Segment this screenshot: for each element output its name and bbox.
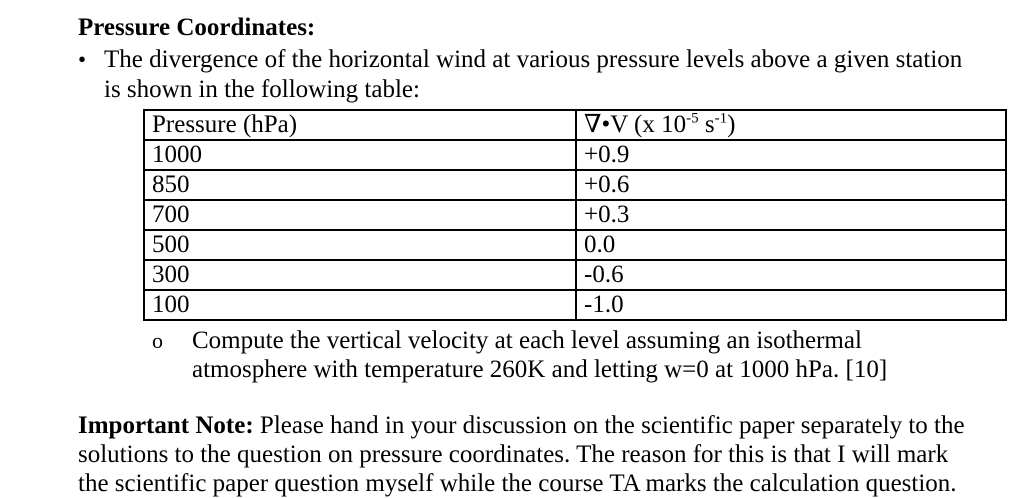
bullet-marker: • <box>78 47 87 72</box>
divergence-cell: -0.6 <box>575 259 1007 291</box>
divergence-cell: -1.0 <box>575 289 1007 321</box>
divergence-header-suffix: ) <box>727 111 736 138</box>
table-header-row: Pressure (hPa) ∇•V (x 10-5 s-1) <box>143 109 1007 141</box>
table-header-pressure: Pressure (hPa) <box>143 109 577 141</box>
divergence-header-mid: s <box>698 111 715 138</box>
divergence-header-exponent-2: -1 <box>714 110 728 127</box>
divergence-cell: +0.9 <box>575 139 1007 171</box>
bullet-item-text: The divergence of the horizontal wind at… <box>104 46 963 103</box>
pressure-cell: 850 <box>143 169 577 201</box>
table-row: 300 -0.6 <box>143 259 1007 291</box>
divergence-cell: +0.6 <box>575 169 1007 201</box>
sub-bullet-marker: o <box>152 328 163 353</box>
important-note: Important Note: Please hand in your disc… <box>78 411 994 498</box>
divergence-cell: 0.0 <box>575 229 1007 261</box>
table-row: 100 -1.0 <box>143 289 1007 321</box>
pressure-cell: 100 <box>143 289 577 321</box>
important-note-label: Important Note: <box>78 412 254 439</box>
divergence-cell: +0.3 <box>575 199 1007 231</box>
table-row: 1000 +0.9 <box>143 139 1007 171</box>
pressure-cell: 500 <box>143 229 577 261</box>
table-row: 850 +0.6 <box>143 169 1007 201</box>
divergence-header-prefix: ∇•V (x 10 <box>584 111 687 138</box>
section-heading: Pressure Coordinates: <box>78 14 316 41</box>
pressure-cell: 1000 <box>143 139 577 171</box>
divergence-header-exponent-1: -5 <box>686 110 699 127</box>
sub-bullet-item-text: Compute the vertical velocity at each le… <box>192 327 888 383</box>
pressure-cell: 700 <box>143 199 577 231</box>
table-header-divergence: ∇•V (x 10-5 s-1) <box>575 109 1007 141</box>
divergence-table: Pressure (hPa) ∇•V (x 10-5 s-1) 1000 +0.… <box>143 109 1007 321</box>
table-row: 500 0.0 <box>143 229 1007 261</box>
important-note-text: Please hand in your discussion on the sc… <box>78 412 965 497</box>
bullet-item: • The divergence of the horizontal wind … <box>78 45 994 105</box>
sub-bullet-item: o Compute the vertical velocity at each … <box>152 326 994 384</box>
table-row: 700 +0.3 <box>143 199 1007 231</box>
pressure-cell: 300 <box>143 259 577 291</box>
